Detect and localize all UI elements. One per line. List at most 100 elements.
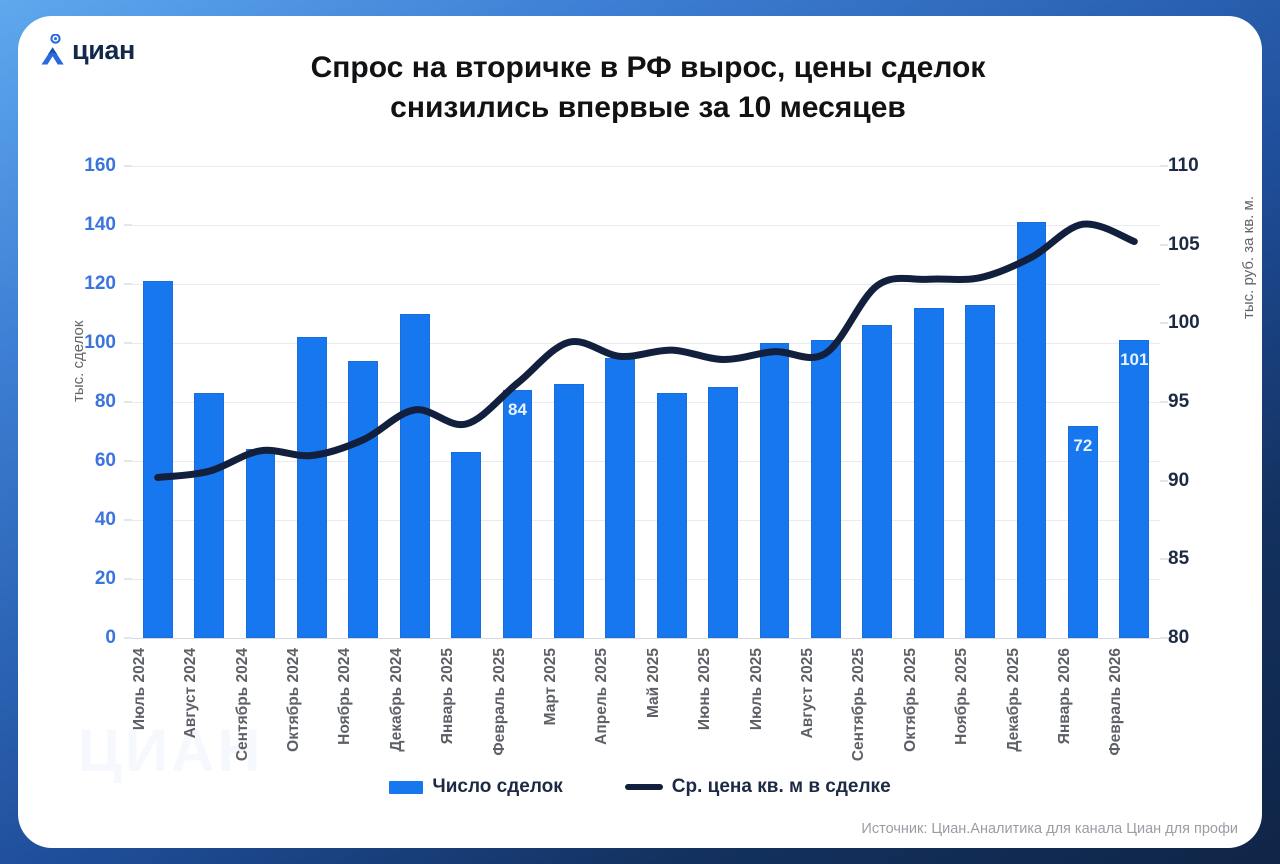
x-axis-label-text: Ноябрь 2025 [953, 648, 971, 745]
x-axis-label-text: Апрель 2025 [593, 648, 611, 745]
y-tick-right: 110 [1168, 155, 1199, 176]
x-axis-label-text: Март 2025 [541, 648, 559, 726]
y-tick-right: 90 [1168, 469, 1190, 491]
gridline [132, 579, 1160, 580]
page-title: Спрос на вторичке в РФ вырос, цены сдело… [228, 48, 1068, 128]
x-axis-label-text: Август 2024 [182, 648, 200, 739]
bar-value-label: 101 [1120, 350, 1149, 370]
bar[interactable] [810, 340, 841, 638]
brand-name: циан [72, 34, 135, 65]
pin-person-icon [41, 34, 64, 65]
x-axis-label-text: Декабрь 2025 [1004, 648, 1022, 752]
y-tickmark-left [124, 342, 132, 344]
x-axis-label-text: Январь 2026 [1055, 648, 1073, 745]
y-tickmark-left [124, 578, 132, 580]
gridline [132, 225, 1160, 226]
bar[interactable] [913, 307, 944, 638]
legend-label: Ср. цена кв. м в сделке [671, 776, 891, 797]
bar[interactable] [862, 325, 893, 638]
legend-item[interactable]: Ср. цена кв. м в сделке [624, 776, 891, 798]
bar[interactable] [1016, 222, 1047, 638]
x-axis-labels: Июль 2024 Август 2024 Сентябрь 2024 Октябрь… [130, 644, 1160, 774]
price-line [154, 220, 1138, 482]
bar[interactable] [142, 281, 173, 638]
x-axis-label-text: Октябрь 2024 [284, 648, 302, 752]
y-tickmark-left [124, 637, 132, 639]
x-axis-label-text: Февраль 2025 [490, 648, 508, 756]
x-axis-label-text: Декабрь 2024 [387, 648, 405, 752]
x-axis-label-text: Январь 2025 [439, 648, 457, 745]
bar[interactable] [245, 449, 276, 638]
y-tickmark-right [1160, 401, 1168, 403]
x-axis-label-text: Сентябрь 2025 [850, 648, 868, 762]
bar[interactable] [451, 452, 481, 638]
x-axis-label-text: Май 2025 [644, 648, 662, 719]
bar-value-label: 72 [1073, 435, 1093, 455]
y-tick-left: 60 [94, 450, 116, 471]
legend-line-swatch [624, 784, 663, 790]
y-tick-right: 100 [1168, 312, 1200, 334]
y-tick-right: 80 [1168, 627, 1190, 648]
gridline [132, 461, 1160, 462]
gridline [132, 520, 1160, 521]
gridline [132, 284, 1160, 285]
y-tickmark-left [124, 224, 132, 226]
chart-card: ЦИАН циан Спрос на вторичке в РФ вырос, … [18, 16, 1262, 848]
y-tickmark-left [124, 460, 132, 462]
title-line-1: Спрос на вторичке в РФ вырос, цены сдело… [310, 51, 986, 84]
x-axis-label-text: Февраль 2026 [1107, 648, 1125, 756]
y-tickmark-left [124, 401, 132, 403]
x-axis-label-text: Июль 2024 [130, 648, 148, 731]
line-series [154, 220, 1138, 482]
y-tick-left: 120 [84, 273, 116, 294]
y-tick-left: 20 [94, 568, 116, 589]
legend-label: Число сделок [432, 776, 563, 797]
plot-area: 0 20 40 60 80 100 120 140 160 80 85 90 95 100 105 110 … [84, 155, 1199, 648]
legend-bar-swatch [389, 780, 424, 794]
x-axis-label-text: Ноябрь 2024 [336, 648, 354, 745]
y-tick-left: 160 [84, 155, 116, 176]
y-tick-right: 105 [1168, 233, 1200, 255]
gridline [132, 166, 1160, 167]
chart-legend: Число сделок Ср. цена кв. м в сделке [18, 776, 1262, 798]
gridline [132, 343, 1160, 344]
y-tickmark-right [1160, 480, 1168, 482]
x-axis-label-text: Июль 2025 [747, 648, 765, 731]
x-axis-label-text: Сентябрь 2024 [233, 648, 251, 762]
y-tickmark-left [124, 283, 132, 285]
bar[interactable]: 72 [1067, 425, 1098, 638]
x-axis-label-text: Июнь 2025 [696, 648, 714, 731]
bar[interactable] [296, 337, 327, 638]
x-axis-label-text: Август 2025 [798, 648, 816, 739]
y-tickmark-right [1160, 558, 1168, 560]
gridline [132, 638, 1160, 639]
y-tick-left: 80 [94, 391, 116, 412]
y-tick-left: 40 [94, 509, 116, 530]
y-tickmark-right [1160, 637, 1168, 639]
gridline [132, 402, 1160, 403]
y-tickmark-left [124, 519, 132, 521]
brand-logo: циан [38, 34, 135, 66]
bar[interactable] [399, 313, 430, 638]
y-tick-left: 100 [84, 332, 116, 353]
bar[interactable] [194, 393, 224, 638]
bar[interactable] [553, 384, 584, 638]
title-line-2: снизились впервые за 10 месяцев [390, 90, 906, 124]
bar[interactable]: 101 [1119, 340, 1150, 638]
y-tickmark-right [1160, 244, 1168, 246]
bar[interactable]: 84 [502, 390, 533, 638]
legend-item[interactable]: Число сделок [389, 776, 563, 798]
bar[interactable] [759, 343, 790, 638]
bar[interactable] [605, 357, 636, 638]
x-axis-label-text: Октябрь 2025 [901, 648, 919, 752]
y-tick-left: 140 [84, 214, 116, 235]
bar[interactable] [348, 360, 379, 638]
bar[interactable] [708, 387, 738, 638]
y-axis-right-title: тыс. руб. за кв. м. [1240, 196, 1257, 319]
bar[interactable] [965, 304, 995, 638]
bar[interactable] [656, 393, 687, 638]
y-tick-left: 0 [105, 627, 116, 648]
y-tick-right: 95 [1168, 391, 1190, 412]
y-tickmark-right [1160, 165, 1168, 167]
y-tick-right: 85 [1168, 548, 1190, 570]
